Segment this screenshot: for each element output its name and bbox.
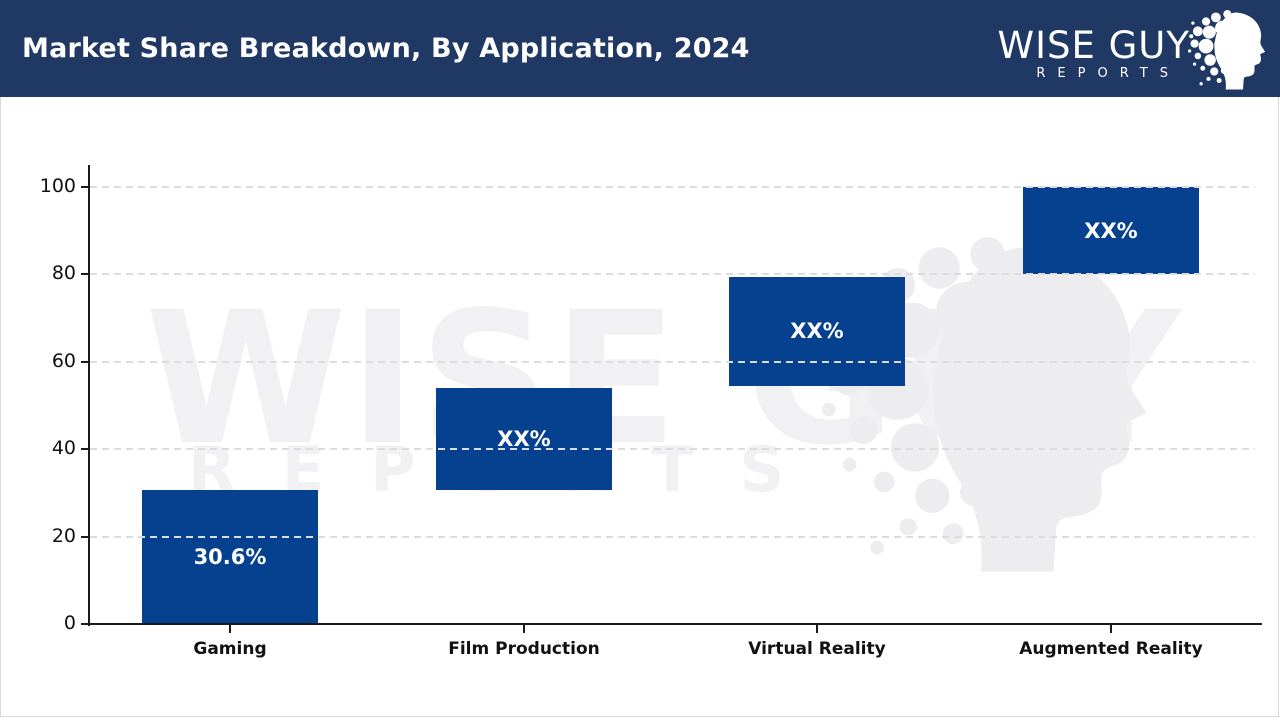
y-tick-label-60: 60 [51, 349, 76, 372]
y-tick-label-40: 40 [51, 437, 76, 460]
x-tick-1 [523, 625, 525, 633]
y-tick-60 [81, 360, 89, 363]
x-category-label: Augmented Reality [1019, 639, 1203, 659]
gridline-100 [90, 186, 1255, 188]
y-axis-line [88, 165, 90, 626]
y-tick-label-20: 20 [51, 524, 76, 547]
bar-virtual-reality: XX% [729, 276, 905, 386]
y-tick-20 [81, 535, 89, 538]
bar-augmented-reality: XX% [1023, 187, 1199, 275]
x-axis-line [88, 623, 1262, 625]
y-tick-80 [81, 273, 89, 276]
y-tick-40 [81, 448, 89, 451]
brand-logo: WISE GUY REPORTS [998, 6, 1268, 94]
bar-film-production: XX% [436, 388, 612, 491]
x-category-label: Film Production [448, 639, 600, 659]
y-tick-label-0: 0 [63, 612, 76, 634]
y-tick-label-80: 80 [51, 262, 76, 285]
bar-value-label: XX% [790, 319, 844, 344]
gridline-80 [90, 273, 1255, 276]
bar-value-label: 30.6% [193, 545, 267, 570]
page-title: Market Share Breakdown, By Application, … [22, 33, 750, 64]
x-category-label: Gaming [193, 639, 267, 659]
brand-logo-subtext: REPORTS [1036, 66, 1180, 81]
y-tick-label-100: 100 [39, 175, 76, 197]
bar-value-label: XX% [497, 427, 551, 452]
page-border-right [1278, 97, 1279, 717]
x-category-label: Virtual Reality [748, 639, 886, 659]
bar-gaming: 30.6% [142, 490, 318, 624]
header-band: Market Share Breakdown, By Application, … [0, 0, 1280, 97]
x-tick-3 [1110, 625, 1112, 633]
brand-logo-text: WISE GUY [997, 24, 1190, 67]
x-tick-2 [816, 625, 818, 633]
page-border-left [0, 97, 1, 717]
page-border-bottom [0, 716, 1280, 717]
gridline-20 [90, 535, 1255, 538]
gridline-60 [90, 360, 1255, 363]
gridline-40 [90, 448, 1255, 451]
bar-value-label: XX% [1084, 218, 1138, 243]
y-tick-0 [81, 623, 89, 625]
y-tick-100 [81, 186, 89, 188]
x-tick-0 [229, 625, 231, 633]
dotted-head-icon [1188, 10, 1266, 90]
